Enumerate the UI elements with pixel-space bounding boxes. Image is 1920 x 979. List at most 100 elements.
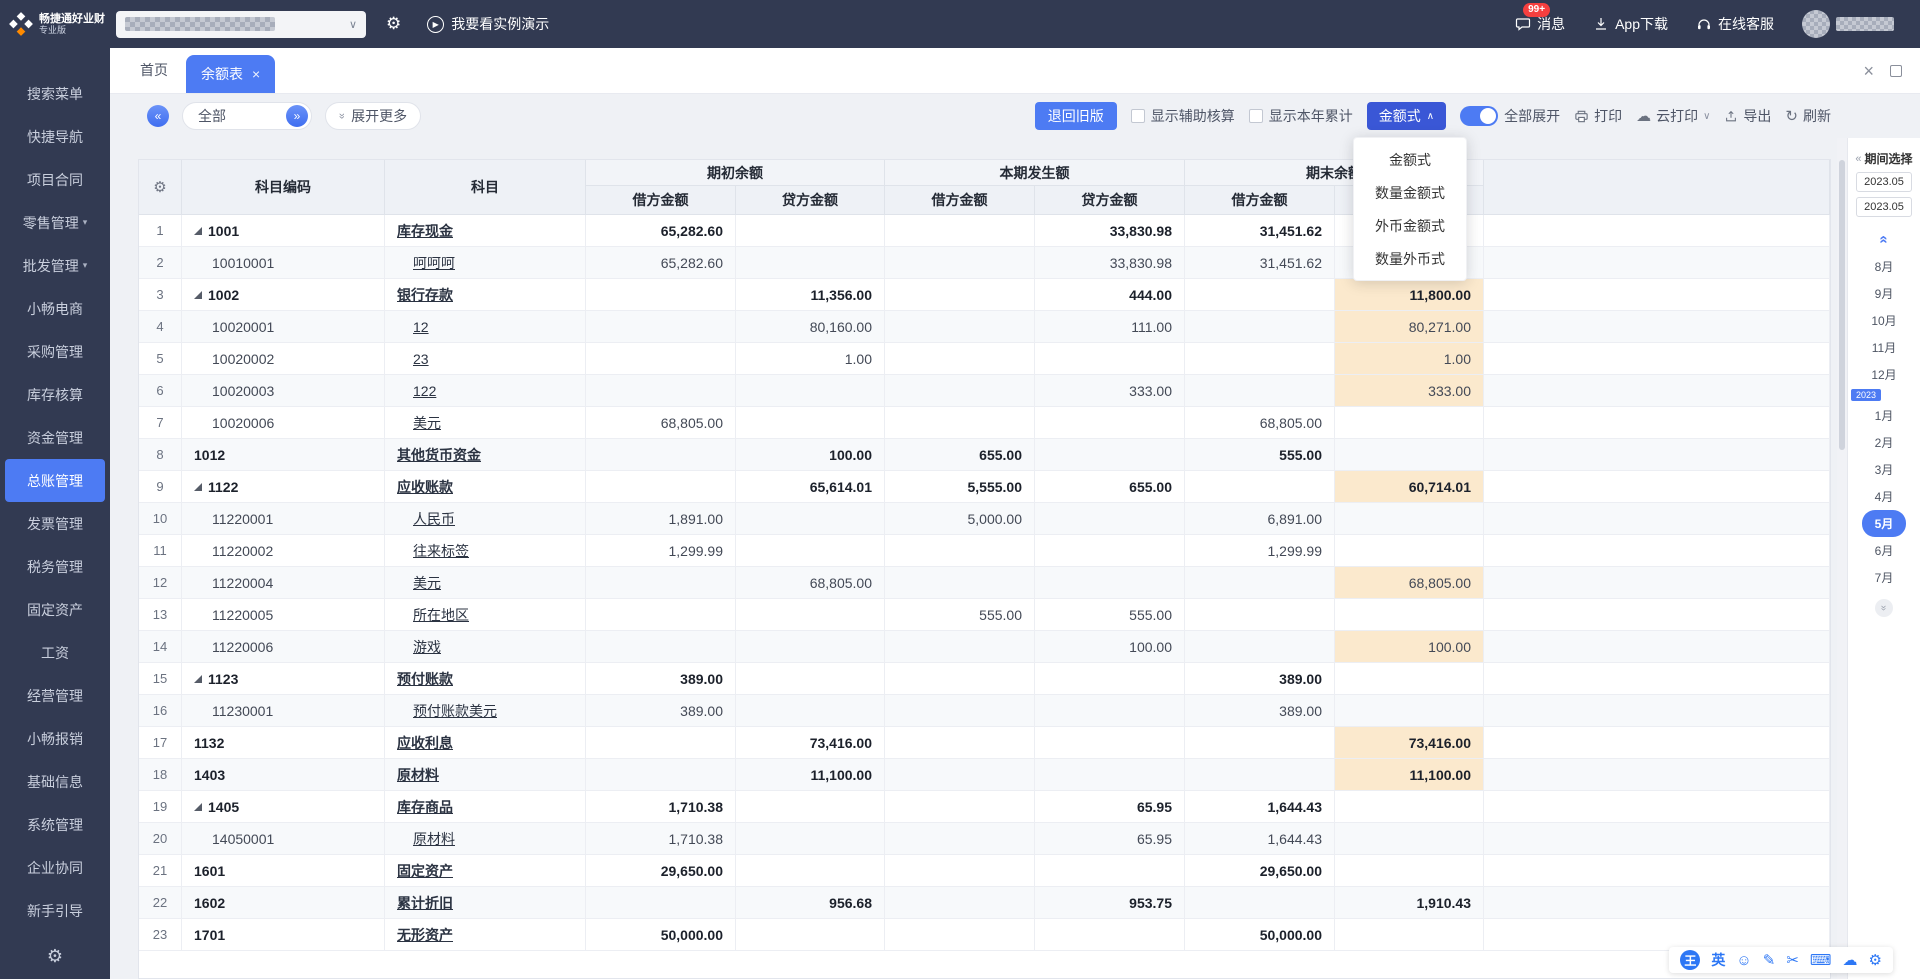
expand-all-toggle[interactable] bbox=[1460, 106, 1499, 126]
show-ytd-checkbox[interactable]: 显示本年累计 bbox=[1248, 106, 1353, 126]
account-name-link[interactable]: 呵呵呵 bbox=[413, 254, 455, 271]
table-row-14[interactable]: 14 11220006 游戏 100.00 100.00 bbox=[139, 631, 1830, 663]
checkbox-icon[interactable] bbox=[1248, 109, 1263, 123]
sidebar-item-funds-mgmt[interactable]: 资金管理 bbox=[5, 416, 105, 459]
sidebar-item-beginner-guide[interactable]: 新手引导 bbox=[5, 889, 105, 932]
account-code-cell[interactable]: 11220002 bbox=[182, 535, 385, 566]
maximize-icon[interactable] bbox=[1890, 64, 1902, 77]
account-name-link[interactable]: 122 bbox=[413, 382, 437, 399]
prev-period-button[interactable]: « bbox=[147, 105, 169, 127]
account-code-cell[interactable]: 1012 bbox=[182, 439, 385, 470]
print-button[interactable]: 打印 bbox=[1574, 106, 1622, 126]
sidebar-item-search-menu[interactable]: 搜索菜单 bbox=[5, 72, 105, 115]
vertical-scrollbar[interactable] bbox=[1837, 138, 1847, 979]
table-row-17[interactable]: 17 1132 应收利息 73,416.00 73,416.00 bbox=[139, 727, 1830, 759]
account-name-link[interactable]: 原材料 bbox=[413, 830, 455, 847]
table-row-15[interactable]: 15 1123 预付账款 389.00 389.00 bbox=[139, 663, 1830, 695]
table-row-23[interactable]: 23 1701 无形资产 50,000.00 50,000.00 bbox=[139, 919, 1830, 951]
account-code-cell[interactable]: 10020003 bbox=[182, 375, 385, 406]
user-account[interactable] bbox=[1802, 10, 1894, 38]
expand-triangle-icon[interactable] bbox=[194, 802, 202, 811]
settings-gear-icon[interactable]: ⚙ bbox=[386, 14, 402, 33]
format-option-amount[interactable]: 金额式 bbox=[1389, 151, 1431, 168]
table-row-7[interactable]: 7 10020006 美元 68,805.00 68,805.00 bbox=[139, 407, 1830, 439]
ime-pen-icon[interactable]: ✎ bbox=[1762, 952, 1776, 969]
sidebar-item-enterprise-collab[interactable]: 企业协同 bbox=[5, 846, 105, 889]
period-month-8[interactable]: 8月 bbox=[1874, 260, 1894, 274]
account-name-link[interactable]: 美元 bbox=[413, 574, 441, 591]
format-option-fx-amount[interactable]: 外币金额式 bbox=[1375, 217, 1445, 234]
account-code-cell[interactable]: 1122 bbox=[182, 471, 385, 502]
period-month-6[interactable]: 6月 bbox=[1874, 544, 1894, 558]
period-month-11[interactable]: 11月 bbox=[1871, 341, 1897, 355]
account-code-cell[interactable]: 1132 bbox=[182, 727, 385, 758]
app-download-button[interactable]: App下载 bbox=[1593, 14, 1668, 34]
account-name-link[interactable]: 12 bbox=[413, 318, 429, 335]
account-name-link[interactable]: 应收利息 bbox=[397, 734, 453, 751]
sidebar-item-purchase-mgmt[interactable]: 采购管理 bbox=[5, 330, 105, 373]
account-name-link[interactable]: 银行存款 bbox=[397, 286, 453, 303]
ime-logo-icon[interactable]: 王 bbox=[1680, 950, 1701, 970]
account-code-cell[interactable]: 1001 bbox=[182, 215, 385, 246]
expand-more-button[interactable]: « 展开更多 bbox=[325, 102, 422, 130]
account-name-link[interactable]: 游戏 bbox=[413, 638, 441, 655]
table-row-16[interactable]: 16 11230001 预付账款美元 389.00 389.00 bbox=[139, 695, 1830, 727]
account-name-link[interactable]: 固定资产 bbox=[397, 862, 453, 879]
account-code-cell[interactable]: 11220005 bbox=[182, 599, 385, 630]
sidebar-item-quick-nav[interactable]: 快捷导航 bbox=[5, 115, 105, 158]
period-month-4[interactable]: 4月 bbox=[1874, 490, 1894, 504]
account-code-cell[interactable]: 11220006 bbox=[182, 631, 385, 662]
ime-cloud-icon[interactable]: ☁ bbox=[1842, 952, 1858, 969]
account-name-link[interactable]: 预付账款 bbox=[397, 670, 453, 687]
period-to-input[interactable]: 2023.05 bbox=[1856, 197, 1912, 217]
account-name-link[interactable]: 库存现金 bbox=[397, 222, 453, 239]
online-service-button[interactable]: 在线客服 bbox=[1696, 14, 1774, 34]
table-row-11[interactable]: 11 11220002 往来标签 1,299.99 1,299.99 bbox=[139, 535, 1830, 567]
period-month-5[interactable]: 5月 bbox=[1862, 510, 1906, 537]
table-row-21[interactable]: 21 1601 固定资产 29,650.00 29,650.00 bbox=[139, 855, 1830, 887]
checkbox-icon[interactable] bbox=[1130, 109, 1145, 123]
scope-select[interactable]: 全部 » bbox=[182, 102, 312, 130]
period-month-10[interactable]: 10月 bbox=[1871, 314, 1897, 328]
expand-triangle-icon[interactable] bbox=[194, 226, 202, 235]
table-row-18[interactable]: 18 1403 原材料 11,100.00 11,100.00 bbox=[139, 759, 1830, 791]
table-row-8[interactable]: 8 1012 其他货币资金 100.00 655.00 555.00 bbox=[139, 439, 1830, 471]
table-row-12[interactable]: 12 11220004 美元 68,805.00 68,805.00 bbox=[139, 567, 1830, 599]
sidebar-item-tax-mgmt[interactable]: 税务管理 bbox=[5, 545, 105, 588]
cloud-print-button[interactable]: ☁ 云打印 ∨ bbox=[1636, 106, 1710, 126]
sidebar-item-basic-info[interactable]: 基础信息 bbox=[5, 760, 105, 803]
messages-button[interactable]: 消息 99+ bbox=[1515, 3, 1565, 34]
account-name-link[interactable]: 23 bbox=[413, 350, 429, 367]
sidebar-item-payroll[interactable]: 工资 bbox=[5, 631, 105, 674]
table-row-22[interactable]: 22 1602 累计折旧 956.68 953.75 1,910.43 bbox=[139, 887, 1830, 919]
sidebar-settings-gear-icon[interactable]: ⚙ bbox=[46, 945, 64, 966]
expand-triangle-icon[interactable] bbox=[194, 290, 202, 299]
account-name-link[interactable]: 其他货币资金 bbox=[397, 446, 481, 463]
period-month-3[interactable]: 3月 bbox=[1874, 463, 1894, 477]
sidebar-item-xiaochang-expense[interactable]: 小畅报销 bbox=[5, 717, 105, 760]
account-name-link[interactable]: 库存商品 bbox=[397, 798, 453, 815]
format-option-qty-fx[interactable]: 数量外币式 bbox=[1375, 250, 1445, 267]
account-code-cell[interactable]: 1602 bbox=[182, 887, 385, 918]
tab-home[interactable]: 首页 bbox=[122, 47, 186, 93]
account-code-cell[interactable]: 14050001 bbox=[182, 823, 385, 854]
account-name-link[interactable]: 累计折旧 bbox=[397, 894, 453, 911]
table-row-6[interactable]: 6 10020003 122 333.00 333.00 bbox=[139, 375, 1830, 407]
table-row-10[interactable]: 10 11220001 人民币 1,891.00 5,000.00 6,891.00 bbox=[139, 503, 1830, 535]
account-code-cell[interactable]: 1002 bbox=[182, 279, 385, 310]
sidebar-item-system-mgmt[interactable]: 系统管理 bbox=[5, 803, 105, 846]
account-code-cell[interactable]: 1123 bbox=[182, 663, 385, 694]
collapse-panel-icon[interactable]: « bbox=[1855, 152, 1862, 165]
account-code-cell[interactable]: 10020006 bbox=[182, 407, 385, 438]
sidebar-item-invoice-mgmt[interactable]: 发票管理 bbox=[5, 502, 105, 545]
account-name-link[interactable]: 往来标签 bbox=[413, 542, 469, 559]
account-name-link[interactable]: 原材料 bbox=[397, 766, 439, 783]
scroll-months-up-icon[interactable]: « bbox=[1875, 235, 1893, 244]
format-dropdown-button[interactable]: 金额式 ∧ bbox=[1366, 102, 1447, 130]
account-code-cell[interactable]: 11230001 bbox=[182, 695, 385, 726]
table-row-4[interactable]: 4 10020001 12 80,160.00 111.00 80,271.00 bbox=[139, 311, 1830, 343]
sidebar-item-operations-mgmt[interactable]: 经营管理 bbox=[5, 674, 105, 717]
account-set-select[interactable]: ∨ bbox=[116, 10, 366, 38]
close-tab-icon[interactable]: × bbox=[252, 66, 261, 82]
refresh-button[interactable]: ↻ 刷新 bbox=[1785, 106, 1831, 126]
